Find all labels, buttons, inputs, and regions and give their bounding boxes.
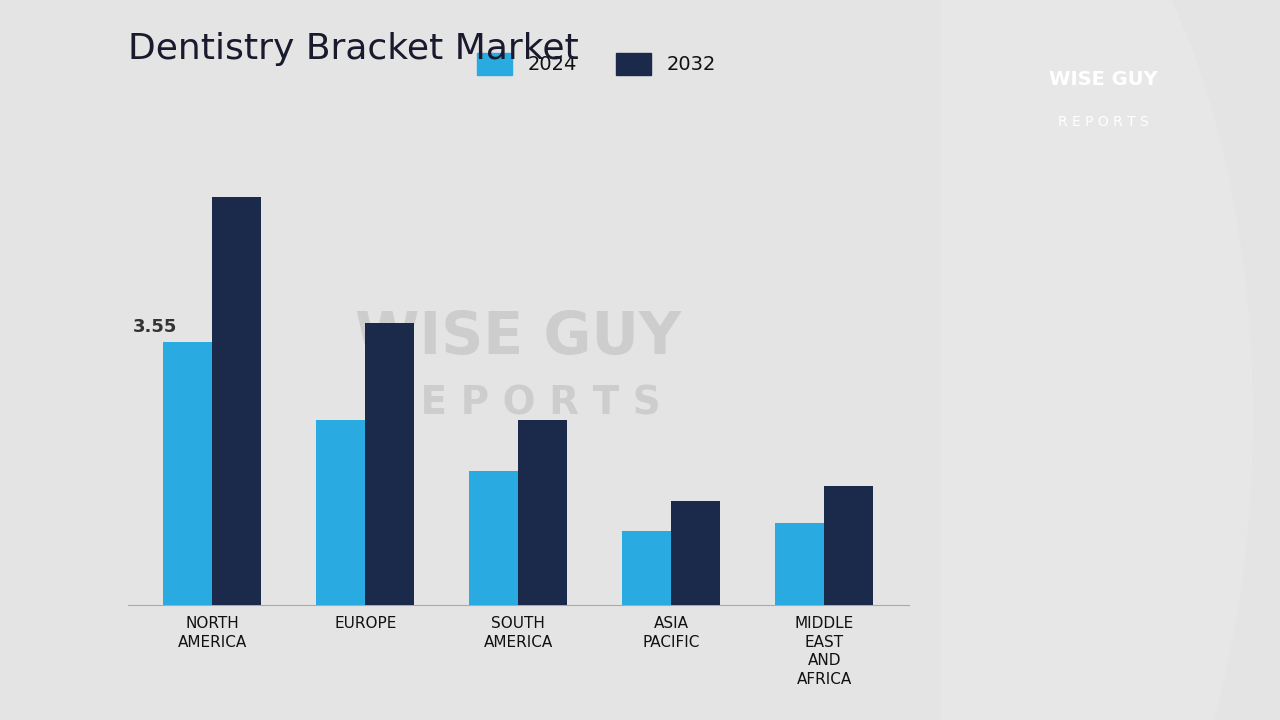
Text: R E P O R T S: R E P O R T S xyxy=(1059,115,1149,130)
Bar xyxy=(518,420,567,605)
Text: WISE GUY: WISE GUY xyxy=(1050,70,1158,89)
Bar xyxy=(470,472,518,605)
Text: WISE GUY: WISE GUY xyxy=(356,309,681,366)
Circle shape xyxy=(696,0,1253,720)
Bar xyxy=(164,342,212,605)
Bar xyxy=(672,501,721,605)
Bar xyxy=(316,420,365,605)
Text: Dentistry Bracket Market: Dentistry Bracket Market xyxy=(128,32,579,66)
Bar xyxy=(824,486,873,605)
Text: R E P O R T S: R E P O R T S xyxy=(376,384,660,422)
Bar xyxy=(212,197,261,605)
Text: 3.55: 3.55 xyxy=(133,318,177,336)
Bar xyxy=(622,531,672,605)
Bar xyxy=(776,523,824,605)
Legend: 2024, 2032: 2024, 2032 xyxy=(470,45,723,83)
Bar xyxy=(365,323,415,605)
